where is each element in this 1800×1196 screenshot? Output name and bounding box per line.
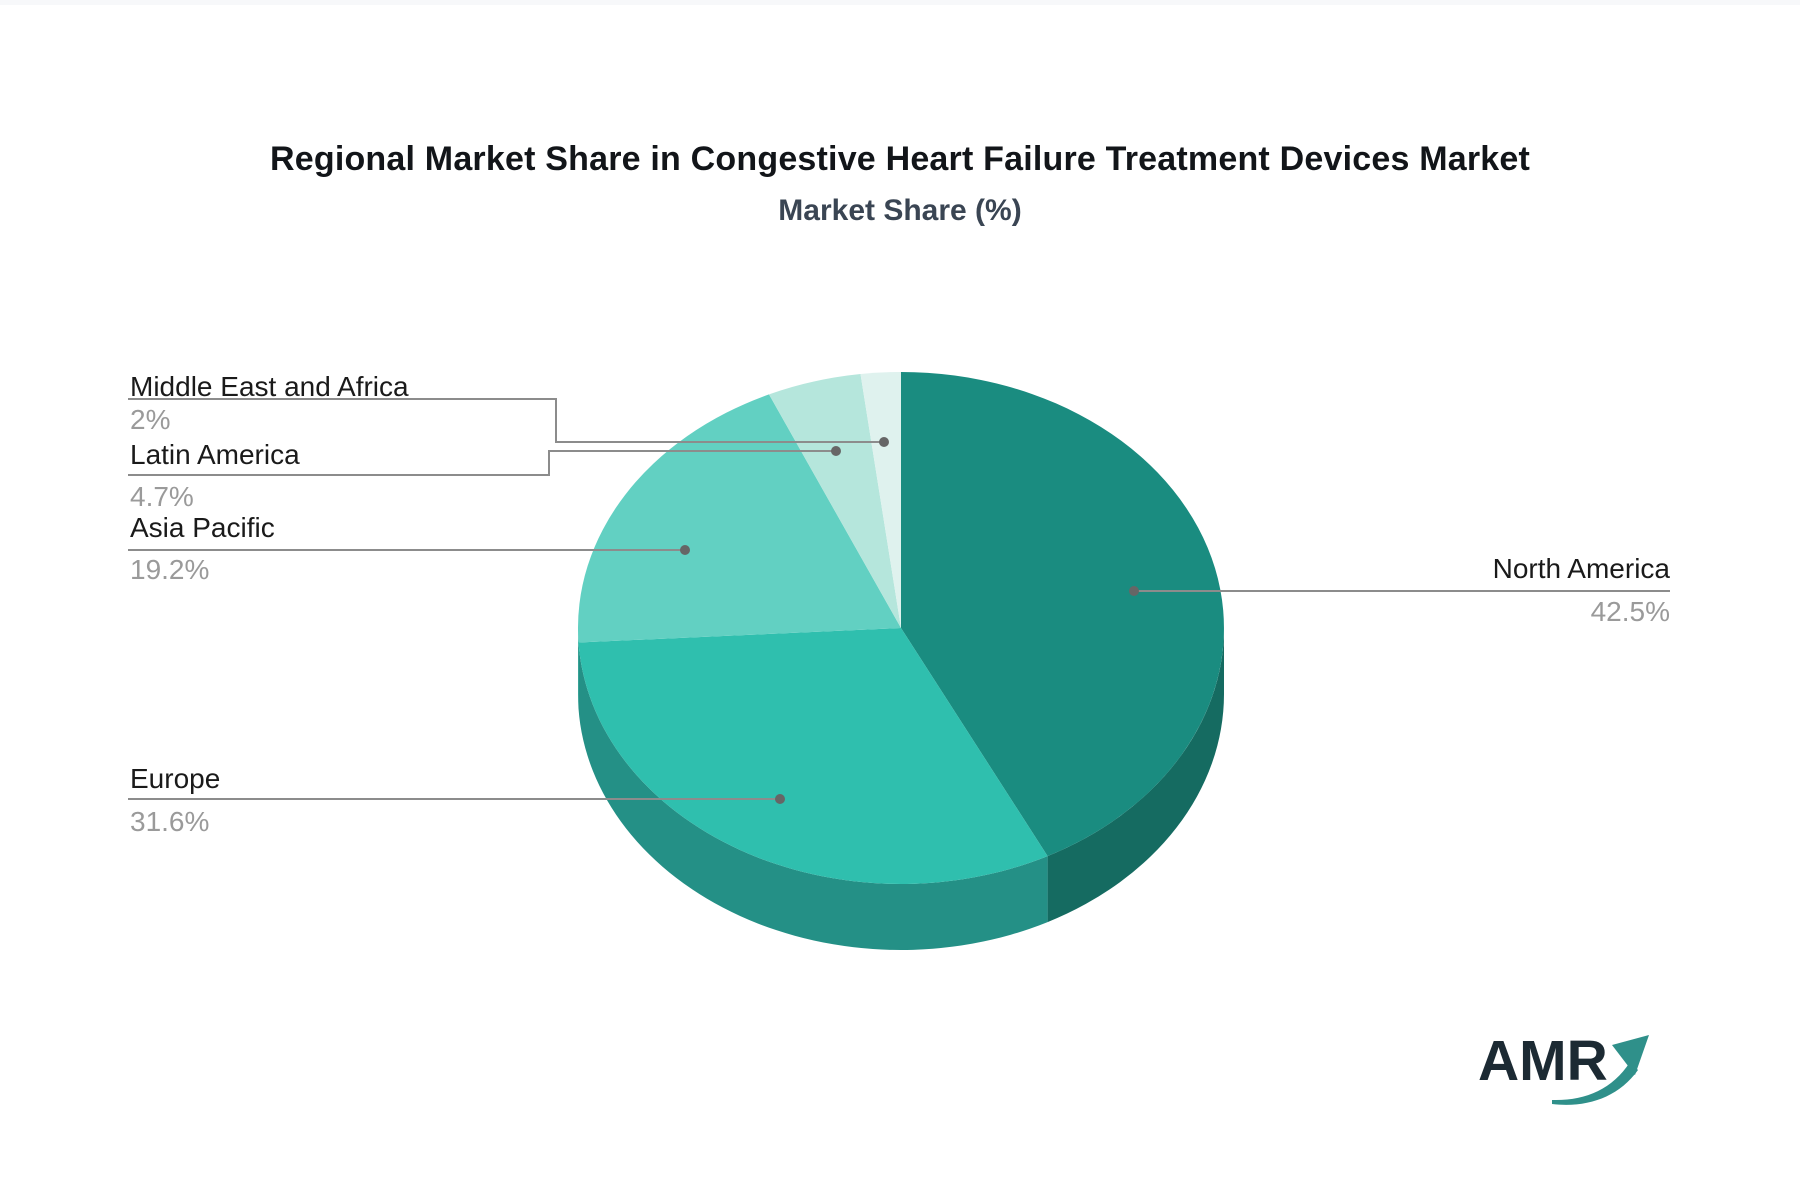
slice-value-latin-america: 4.7% [130,481,194,512]
slice-value-middle-east-and-africa: 2% [130,404,171,435]
leader-dot-asia-pacific [680,545,690,555]
pie-slice-side-north-america [1047,628,1224,923]
leader-dot-europe [775,794,785,804]
slice-value-north-america: 42.5% [1590,596,1670,627]
chart-subtitle: Market Share (%) [778,194,1022,227]
slice-label-latin-america: Latin America [130,439,300,470]
slice-label-middle-east-and-africa: Middle East and Africa [130,371,409,402]
leader-dot-north-america [1129,586,1139,596]
leader-dot-latin-america [831,446,841,456]
slice-value-europe: 31.6% [130,806,210,837]
leader-line-middle-east-and-africa [128,398,884,443]
slice-label-europe: Europe [130,763,221,794]
amr-logo-arrow-icon [1552,1035,1649,1105]
pie-slice-europe[interactable] [578,628,1048,884]
slice-value-asia-pacific: 19.2% [130,554,210,585]
slice-label-north-america: North America [1492,553,1670,584]
pie-slice-middle-east-and-africa[interactable] [860,371,902,628]
pie-slice-asia-pacific[interactable] [577,394,901,643]
chart-title: Regional Market Share in Congestive Hear… [269,140,1531,178]
pie-slice-latin-america[interactable] [769,374,901,628]
slice-label-asia-pacific: Asia Pacific [130,512,275,543]
pie-slice-north-america[interactable] [901,372,1224,857]
top-edge-strip [0,0,1800,5]
amr-logo-text: AMR [1478,1029,1608,1093]
pie-slice-side-europe [578,642,1048,950]
pie-slice-side-asia-pacific [577,628,579,709]
amr-logo: AMR [1478,1030,1678,1120]
leader-line-latin-america [128,450,836,476]
leader-dot-middle-east-and-africa [879,437,889,447]
